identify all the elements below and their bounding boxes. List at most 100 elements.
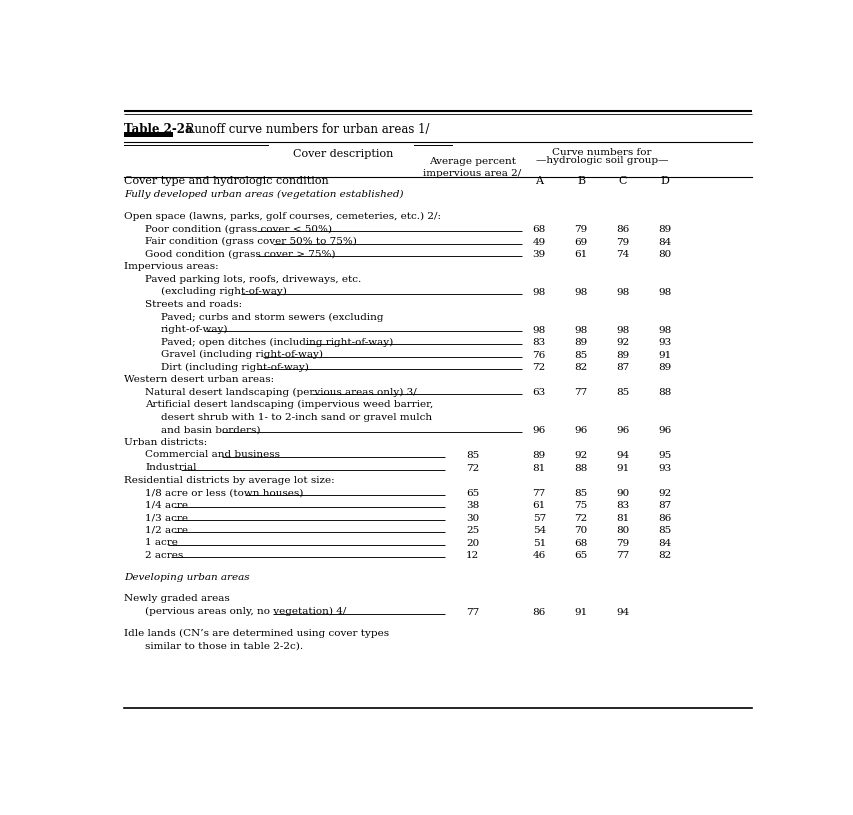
Text: 54: 54 [532, 526, 545, 535]
Text: Average percent: Average percent [428, 157, 515, 166]
Text: 1/8 acre or less (town houses): 1/8 acre or less (town houses) [145, 488, 304, 497]
Text: 77: 77 [532, 489, 545, 498]
Text: 87: 87 [658, 501, 670, 510]
Text: Urban districts:: Urban districts: [124, 438, 206, 447]
Text: 74: 74 [616, 250, 629, 259]
Text: 81: 81 [616, 513, 629, 523]
Text: Impervious areas:: Impervious areas: [124, 262, 218, 271]
Text: 25: 25 [466, 526, 479, 535]
Text: Table 2-2a: Table 2-2a [124, 123, 192, 136]
Text: 1/2 acre: 1/2 acre [145, 526, 189, 535]
Text: 83: 83 [616, 501, 629, 510]
Text: 57: 57 [532, 513, 545, 523]
Text: 98: 98 [616, 325, 629, 335]
Text: Cover type and hydrologic condition: Cover type and hydrologic condition [124, 176, 328, 187]
Text: 68: 68 [532, 225, 545, 234]
Text: 91: 91 [574, 608, 587, 617]
Text: Western desert urban areas:: Western desert urban areas: [124, 375, 274, 384]
Text: D: D [659, 176, 669, 187]
Text: 96: 96 [616, 426, 629, 435]
Text: Industrial: Industrial [145, 463, 197, 472]
Text: 84: 84 [658, 238, 670, 247]
Text: Residential districts by average lot size:: Residential districts by average lot siz… [124, 476, 334, 485]
Text: 85: 85 [616, 388, 629, 398]
Text: 2 acres: 2 acres [145, 551, 183, 560]
Text: Gravel (including right-of-way): Gravel (including right-of-way) [161, 350, 322, 359]
Text: B: B [577, 176, 584, 187]
Text: and basin borders): and basin borders) [161, 425, 260, 434]
Text: 70: 70 [574, 526, 587, 535]
Text: 46: 46 [532, 552, 545, 561]
Text: —hydrologic soil group—: —hydrologic soil group— [535, 156, 667, 165]
Text: (pervious areas only, no vegetation) 4/: (pervious areas only, no vegetation) 4/ [145, 607, 346, 616]
Text: 69: 69 [574, 238, 587, 247]
Text: 92: 92 [616, 338, 629, 347]
Text: 96: 96 [658, 426, 670, 435]
Text: 86: 86 [532, 608, 545, 617]
Text: 30: 30 [466, 513, 479, 523]
Text: 89: 89 [658, 363, 670, 372]
Text: 51: 51 [532, 539, 545, 548]
Text: 12: 12 [466, 552, 479, 561]
Text: 1/3 acre: 1/3 acre [145, 513, 189, 522]
Text: 98: 98 [658, 288, 670, 297]
Text: 89: 89 [574, 338, 587, 347]
Text: Paved; open ditches (including right-of-way): Paved; open ditches (including right-of-… [161, 337, 392, 346]
Text: 77: 77 [574, 388, 587, 398]
Text: 80: 80 [658, 250, 670, 259]
Text: 86: 86 [616, 225, 629, 234]
Text: 93: 93 [658, 338, 670, 347]
Text: 49: 49 [532, 238, 545, 247]
Text: 82: 82 [658, 552, 670, 561]
Text: 77: 77 [466, 608, 479, 617]
Text: 76: 76 [532, 350, 545, 359]
Text: Runoff curve numbers for urban areas 1/: Runoff curve numbers for urban areas 1/ [177, 123, 429, 136]
Text: Open space (lawns, parks, golf courses, cemeteries, etc.) 2/:: Open space (lawns, parks, golf courses, … [124, 212, 440, 221]
Text: 95: 95 [658, 451, 670, 460]
Bar [124, 133, 172, 137]
Text: 89: 89 [616, 350, 629, 359]
Text: 81: 81 [532, 464, 545, 473]
Text: 82: 82 [574, 363, 587, 372]
Text: 84: 84 [658, 539, 670, 548]
Text: 68: 68 [574, 539, 587, 548]
Text: 75: 75 [574, 501, 587, 510]
Text: 92: 92 [574, 451, 587, 460]
Text: similar to those in table 2-2c).: similar to those in table 2-2c). [145, 641, 304, 650]
Text: 72: 72 [574, 513, 587, 523]
Text: 94: 94 [616, 608, 629, 617]
Text: Curve numbers for: Curve numbers for [552, 148, 651, 156]
Text: Newly graded areas: Newly graded areas [124, 594, 229, 603]
Text: A: A [535, 176, 543, 187]
Text: 96: 96 [532, 426, 545, 435]
Text: 79: 79 [616, 238, 629, 247]
Text: Cover description: Cover description [293, 148, 393, 159]
Text: 1 acre: 1 acre [145, 539, 178, 548]
Text: 85: 85 [466, 451, 479, 460]
Text: 38: 38 [466, 501, 479, 510]
Text: 98: 98 [574, 288, 587, 297]
Text: C: C [618, 176, 626, 187]
Text: 92: 92 [658, 489, 670, 498]
Text: Paved parking lots, roofs, driveways, etc.: Paved parking lots, roofs, driveways, et… [145, 275, 362, 284]
Text: 83: 83 [532, 338, 545, 347]
Text: (excluding right-of-way): (excluding right-of-way) [161, 288, 287, 297]
Text: 72: 72 [466, 464, 479, 473]
Text: desert shrub with 1- to 2-inch sand or gravel mulch: desert shrub with 1- to 2-inch sand or g… [161, 413, 432, 422]
Text: 63: 63 [532, 388, 545, 398]
Text: Natural desert landscaping (pervious areas only) 3/: Natural desert landscaping (pervious are… [145, 388, 417, 397]
Text: Good condition (grass cover > 75%): Good condition (grass cover > 75%) [145, 249, 335, 259]
Text: 79: 79 [574, 225, 587, 234]
Text: 90: 90 [616, 489, 629, 498]
Text: Fair condition (grass cover 50% to 75%): Fair condition (grass cover 50% to 75%) [145, 237, 357, 246]
Text: 98: 98 [658, 325, 670, 335]
Text: 98: 98 [532, 288, 545, 297]
Text: 20: 20 [466, 539, 479, 548]
Text: 72: 72 [532, 363, 545, 372]
Text: Commercial and business: Commercial and business [145, 451, 280, 460]
Text: 88: 88 [574, 464, 587, 473]
Text: Artificial desert landscaping (impervious weed barrier,: Artificial desert landscaping (imperviou… [145, 400, 433, 409]
Text: 61: 61 [532, 501, 545, 510]
Text: 89: 89 [532, 451, 545, 460]
Text: 65: 65 [466, 489, 479, 498]
